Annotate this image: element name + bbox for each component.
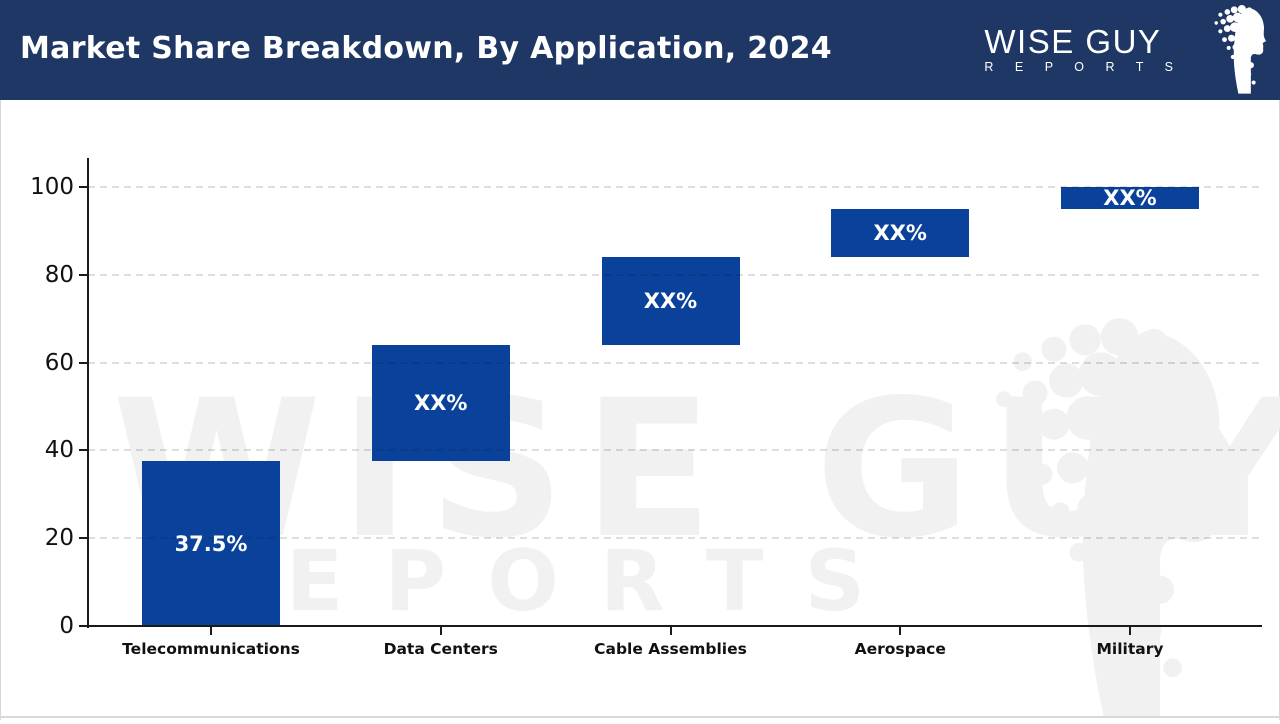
brand-logo: WISE GUY R E P O R T S (984, 4, 1272, 96)
y-tick (79, 537, 88, 540)
x-tick-label: Telecommunications (122, 640, 300, 658)
bar-value-label: XX% (643, 289, 698, 314)
watermark-text-secondary: R E P O R T S (180, 532, 871, 630)
bar-segment (601, 257, 740, 346)
brand-face-icon (1214, 5, 1267, 94)
gridline-40 (88, 449, 1262, 452)
brand-logo-text: WISE GUY R E P O R T S (984, 25, 1182, 75)
y-tick (79, 625, 88, 627)
gridline-100 (88, 186, 1262, 188)
bar-value-label: XX% (414, 391, 468, 416)
y-tick-label: 0 (59, 613, 74, 639)
bar-value-label: XX% (1103, 185, 1157, 210)
x-tick (210, 627, 212, 635)
y-tick-label: 80 (44, 261, 74, 288)
y-tick (79, 273, 88, 276)
x-tick-label: Cable Assemblies (594, 640, 747, 658)
watermark-face-icon (996, 318, 1229, 718)
bar-value-label: 37.5% (174, 531, 248, 556)
x-tick (669, 627, 672, 635)
x-tick-label: Aerospace (854, 640, 946, 658)
y-tick (79, 449, 88, 452)
bar-segment (142, 461, 280, 626)
bar-segment (1061, 187, 1199, 209)
gridline-60 (88, 361, 1262, 364)
gridline-80 (88, 273, 1262, 276)
y-axis-spine (87, 158, 89, 628)
bar-segment (371, 345, 510, 462)
page-title: Market Share Breakdown, By Application, … (20, 30, 832, 66)
brand-logo-wordmark: WISE GUY (984, 23, 1162, 60)
x-axis-spine (86, 625, 1262, 627)
bar-value-label: XX% (873, 221, 927, 246)
x-tick (439, 627, 442, 635)
bar-segment (831, 208, 970, 258)
y-tick-label: 20 (44, 525, 74, 552)
y-tick-label: 60 (44, 349, 74, 376)
y-tick-label: 40 (44, 437, 74, 464)
x-tick (899, 627, 902, 635)
brand-logo-subtext: R E P O R T S (984, 60, 1182, 74)
y-tick (79, 186, 88, 188)
x-tick (1129, 627, 1131, 635)
y-tick-label: 100 (30, 174, 74, 200)
x-tick-label: Data Centers (383, 640, 498, 658)
header-bar: Market Share Breakdown, By Application, … (0, 0, 1280, 100)
waterfall-chart: WISE GUY R E P O R T S 0 20 40 60 80 100 37.5%… (0, 100, 1280, 718)
y-tick (79, 361, 88, 364)
x-tick-label: Military (1096, 640, 1164, 658)
bottom-border (0, 716, 1280, 718)
gridline-20 (88, 537, 1262, 540)
